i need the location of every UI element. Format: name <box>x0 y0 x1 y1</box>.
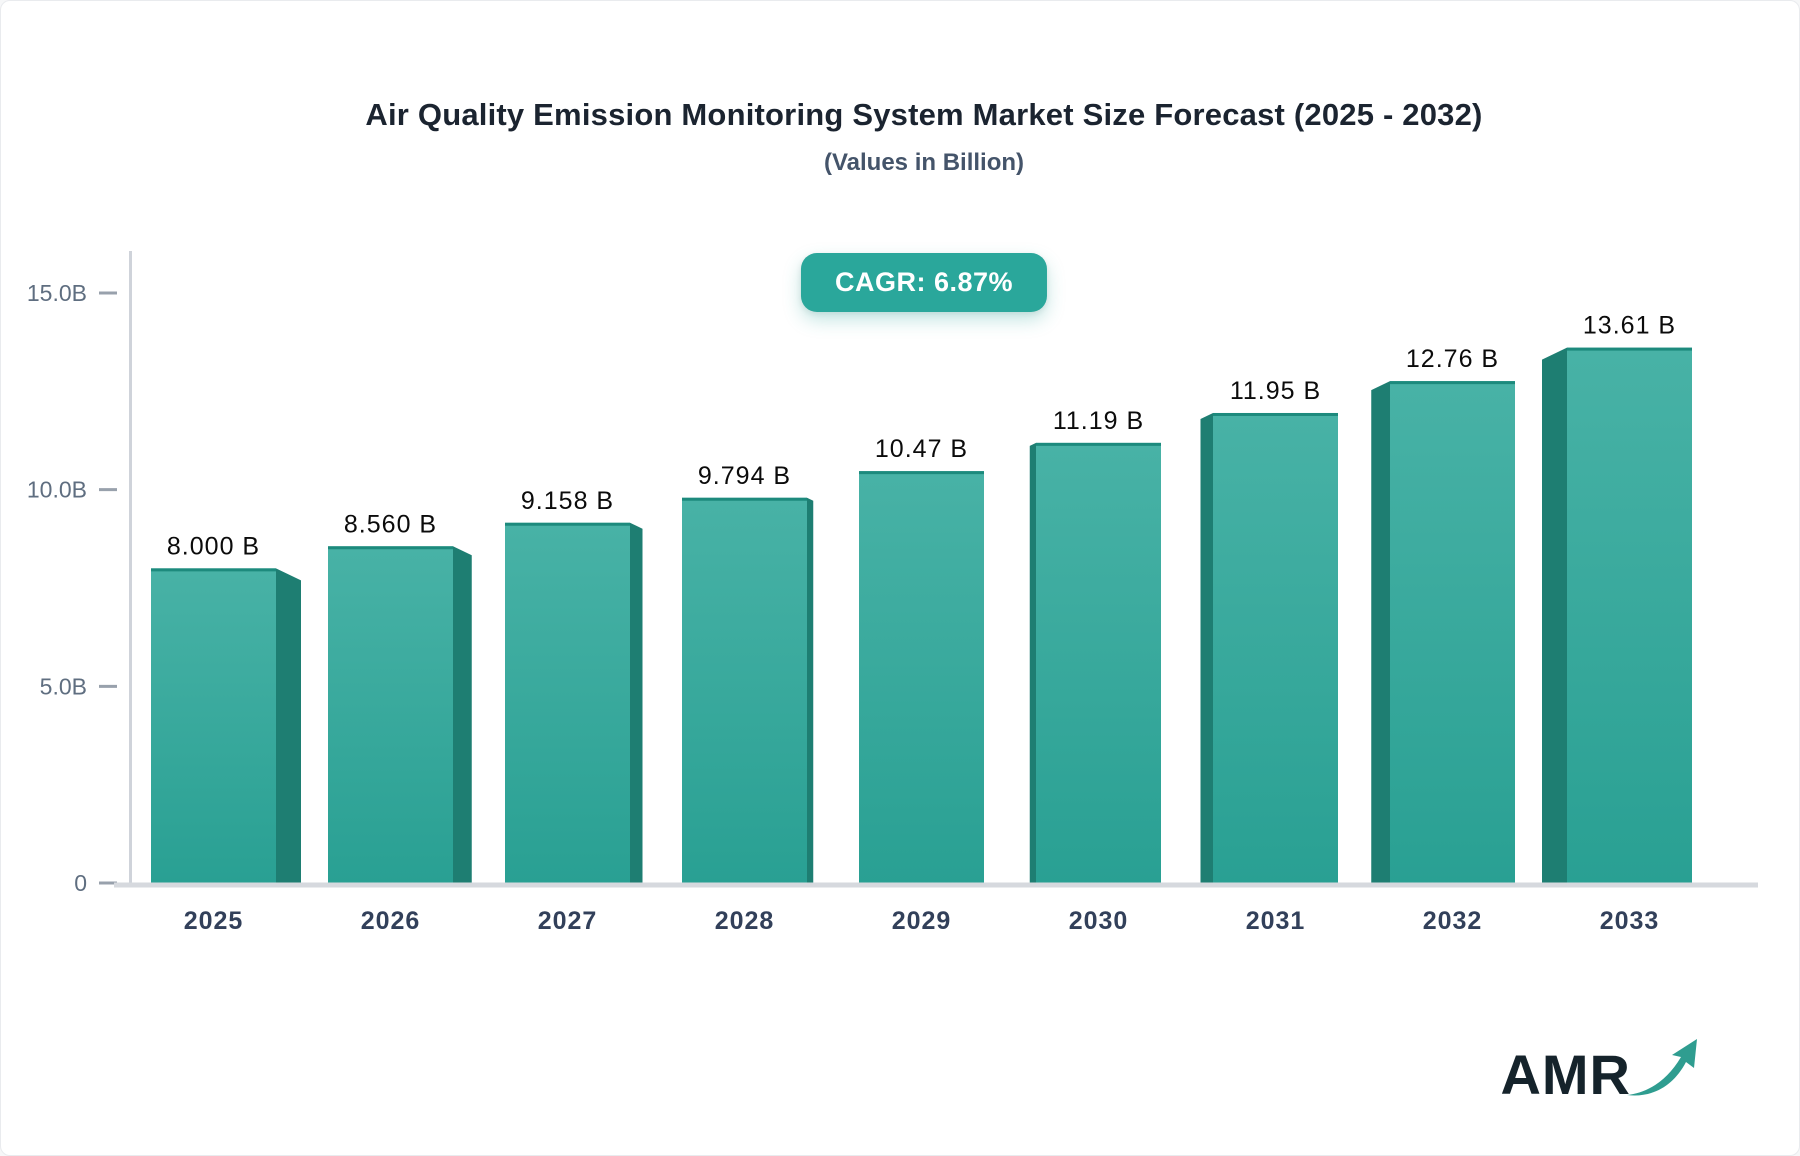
bar-value-label: 9.794 B <box>698 462 791 490</box>
x-axis-label: 2027 <box>538 907 598 935</box>
bar-value-label: 11.95 B <box>1230 377 1321 405</box>
bar-front-face <box>682 497 807 883</box>
x-axis-label: 2030 <box>1069 907 1129 935</box>
bar-front-face <box>1390 381 1515 883</box>
bar-value-label: 10.47 B <box>875 435 968 463</box>
bar-value-label: 13.61 B <box>1583 312 1676 340</box>
x-axis-label: 2031 <box>1246 907 1306 935</box>
bar-front-face <box>1036 442 1161 883</box>
x-axis-label: 2029 <box>892 907 952 935</box>
chart-subtitle: (Values in Billion) <box>823 149 1025 176</box>
bar-front-face <box>328 546 453 883</box>
bar-front-face <box>151 568 276 883</box>
x-axis-label: 2025 <box>184 907 244 935</box>
bar-side-face <box>1542 347 1567 883</box>
x-axis-label: 2028 <box>715 907 775 935</box>
bar-front-face <box>1567 347 1692 883</box>
bar-value-label: 11.19 B <box>1053 407 1144 435</box>
y-axis-label: 0 <box>74 870 87 896</box>
y-axis-label: 15.0B <box>27 280 87 306</box>
chart-header: Air Quality Emission Monitoring System M… <box>47 97 1799 177</box>
bar-value-label: 9.158 B <box>521 487 614 515</box>
x-axis-label: 2033 <box>1600 907 1660 935</box>
bar-front-face <box>1213 412 1338 883</box>
bar-front-face <box>505 522 630 883</box>
bar-side-face <box>630 522 643 883</box>
y-axis-label: 10.0B <box>27 477 87 503</box>
bar-side-face <box>1200 412 1213 883</box>
amr-logo: AMR <box>1500 1035 1703 1103</box>
growth-arrow-icon <box>1627 1039 1697 1096</box>
amr-logo-text: AMR <box>1500 1043 1631 1106</box>
bar-side-face <box>453 546 472 883</box>
bar-side-face <box>1371 381 1390 883</box>
bar-front-face <box>859 471 984 883</box>
bar-side-face <box>807 497 814 883</box>
x-axis-label: 2032 <box>1423 907 1483 935</box>
y-axis-label: 5.0B <box>40 673 87 699</box>
x-axis-label: 2026 <box>361 907 421 935</box>
bar-side-face <box>276 568 301 883</box>
bar-value-label: 8.560 B <box>344 510 437 538</box>
bar-side-face <box>1029 442 1036 883</box>
chart-title: Air Quality Emission Monitoring System M… <box>365 97 1483 132</box>
cagr-badge: CAGR: 6.87% <box>800 253 1048 312</box>
bar-value-label: 8.000 B <box>167 532 260 560</box>
bar-value-label: 12.76 B <box>1406 345 1499 373</box>
